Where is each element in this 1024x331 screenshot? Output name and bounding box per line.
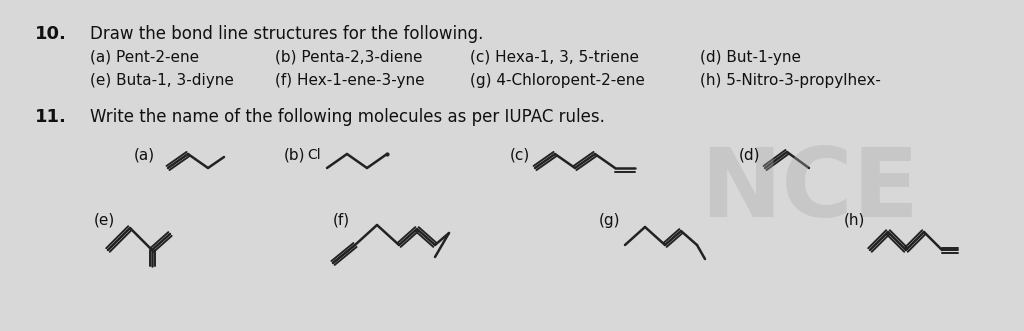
Text: NCE: NCE [700, 144, 920, 237]
Text: (b): (b) [284, 148, 305, 163]
Text: (g) 4-Chloropent-2-ene: (g) 4-Chloropent-2-ene [470, 73, 645, 88]
Text: Write the name of the following molecules as per IUPAC rules.: Write the name of the following molecule… [90, 108, 605, 126]
Text: (b) Penta-2,3-diene: (b) Penta-2,3-diene [275, 50, 423, 65]
Text: (a) Pent-2-ene: (a) Pent-2-ene [90, 50, 199, 65]
Text: Cl: Cl [307, 148, 321, 162]
Text: (a): (a) [134, 148, 155, 163]
Text: (c): (c) [510, 148, 530, 163]
Text: (d): (d) [738, 148, 760, 163]
Text: (f) Hex-1-ene-3-yne: (f) Hex-1-ene-3-yne [275, 73, 425, 88]
Text: (h): (h) [844, 213, 865, 227]
Text: (e) Buta-1, 3-diyne: (e) Buta-1, 3-diyne [90, 73, 233, 88]
Text: (c) Hexa-1, 3, 5-triene: (c) Hexa-1, 3, 5-triene [470, 50, 639, 65]
Text: (h) 5-Nitro-3-propylhex-: (h) 5-Nitro-3-propylhex- [700, 73, 881, 88]
Text: (g): (g) [598, 213, 620, 227]
Text: (f): (f) [333, 213, 350, 227]
Text: 11.: 11. [35, 108, 67, 126]
Text: 10.: 10. [35, 25, 67, 43]
Text: Draw the bond line structures for the following.: Draw the bond line structures for the fo… [90, 25, 483, 43]
Text: (e): (e) [94, 213, 115, 227]
Text: (d) But-1-yne: (d) But-1-yne [700, 50, 801, 65]
